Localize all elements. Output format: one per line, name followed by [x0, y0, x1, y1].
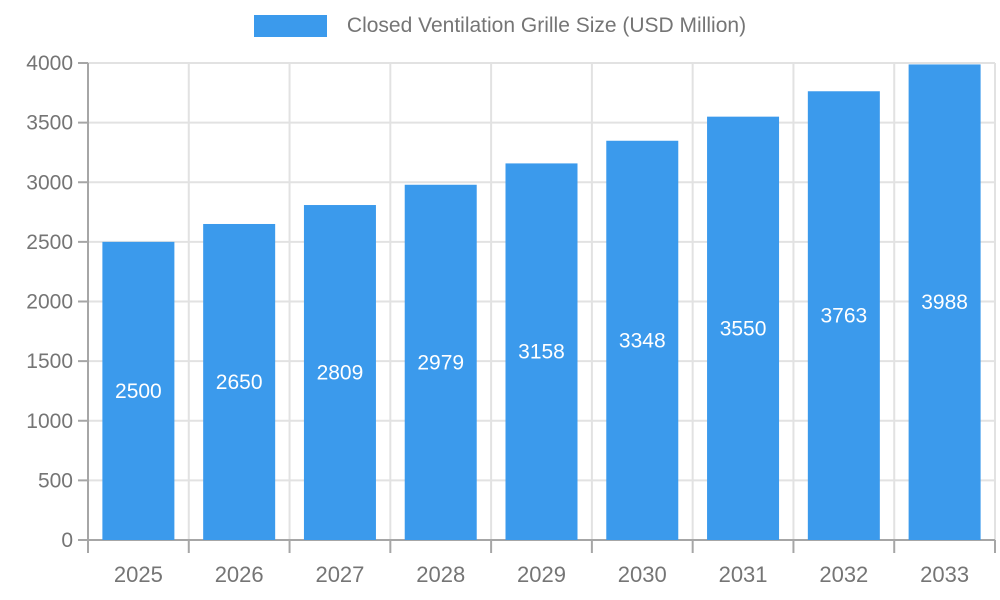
y-axis-tick-label: 3500	[26, 112, 73, 135]
x-axis-tick-label: 2032	[819, 562, 868, 587]
legend-label: Closed Ventilation Grille Size (USD Mill…	[346, 14, 747, 37]
y-axis-tick-label: 500	[38, 469, 73, 492]
x-axis-tick-label: 2026	[215, 562, 264, 587]
bar-2025[interactable]	[102, 241, 175, 540]
bar-2028[interactable]	[404, 184, 477, 540]
bar-2030[interactable]	[606, 140, 679, 540]
bar-value-label: 3550	[720, 317, 767, 340]
bar-2031[interactable]	[707, 116, 780, 540]
legend-item[interactable]: Closed Ventilation Grille Size (USD Mill…	[253, 14, 747, 38]
x-axis-tick-label: 2031	[719, 562, 768, 587]
bar-2026[interactable]	[203, 223, 276, 541]
y-axis-tick-label: 1000	[26, 410, 73, 433]
bar-value-label: 2500	[115, 380, 162, 403]
y-axis-tick-label: 3000	[26, 171, 73, 194]
bar-value-label: 2809	[317, 362, 364, 385]
bar-2032[interactable]	[807, 91, 880, 540]
x-axis-tick-label: 2030	[618, 562, 667, 587]
bar-value-label: 3763	[820, 305, 867, 328]
legend-color-swatch	[253, 15, 327, 37]
x-axis-tick-label: 2027	[315, 562, 364, 587]
bar-2029[interactable]	[505, 163, 578, 540]
bar-value-label: 3158	[518, 341, 565, 364]
chart-legend: Closed Ventilation Grille Size (USD Mill…	[0, 14, 1000, 38]
bar-2033[interactable]	[908, 64, 981, 540]
bar-value-label: 2979	[417, 351, 464, 374]
bar-value-label: 3348	[619, 329, 666, 352]
y-axis-tick-label: 2500	[26, 231, 73, 254]
bar-value-label: 3988	[921, 291, 968, 314]
y-axis-tick-label: 0	[61, 529, 73, 552]
bar-value-label: 2650	[216, 371, 263, 394]
y-axis-tick-label: 1500	[26, 350, 73, 373]
x-axis-tick-label: 2029	[517, 562, 566, 587]
x-axis-tick-label: 2028	[416, 562, 465, 587]
x-axis-tick-label: 2033	[920, 562, 969, 587]
bar-2027[interactable]	[303, 205, 376, 541]
y-axis-tick-label: 2000	[26, 291, 73, 314]
y-axis-tick-label: 4000	[26, 52, 73, 75]
x-axis-tick-label: 2025	[114, 562, 163, 587]
